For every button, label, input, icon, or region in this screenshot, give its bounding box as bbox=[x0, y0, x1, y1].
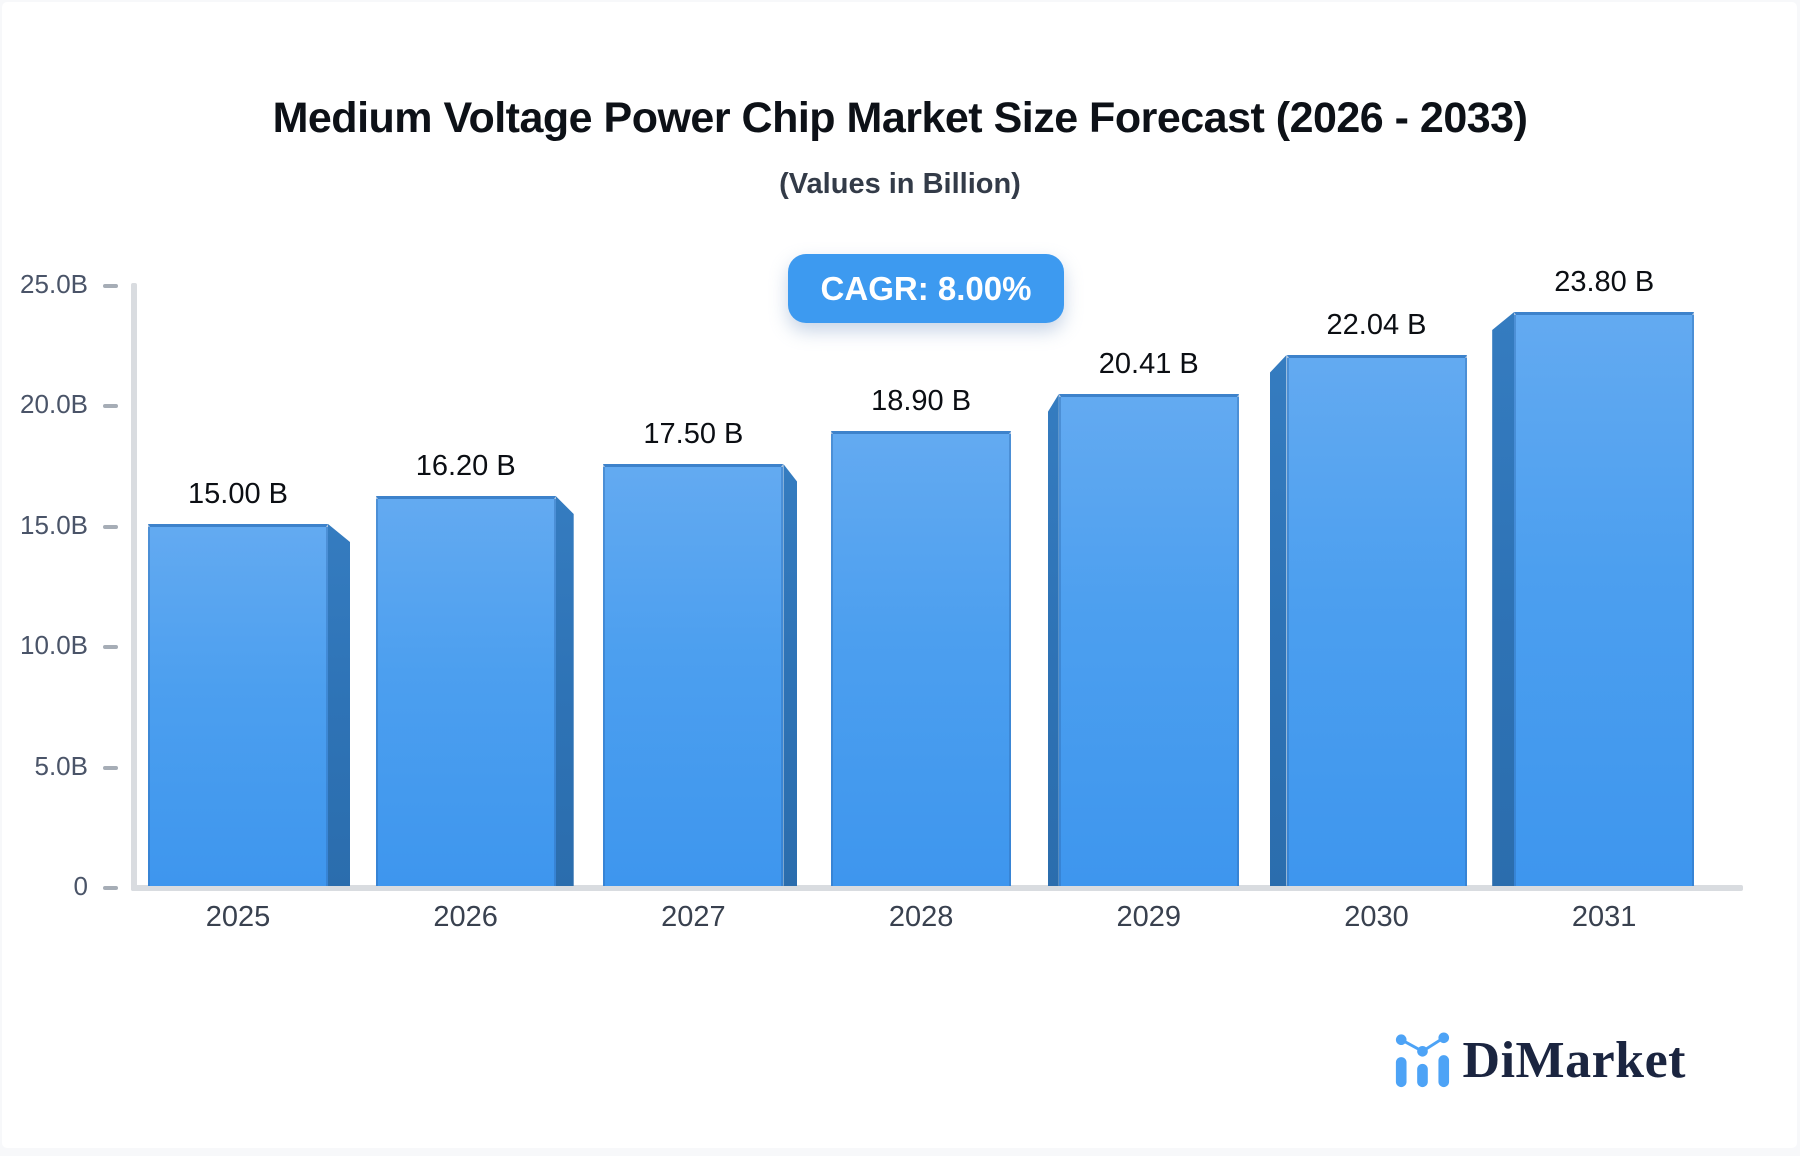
bar-3d-side-2030 bbox=[1269, 355, 1287, 886]
x-axis-category-label: 2029 bbox=[1116, 901, 1182, 933]
y-axis-tick-label: 20.0B bbox=[20, 389, 88, 419]
brand-name: DiMarket bbox=[1462, 1031, 1686, 1089]
bar-value-label: 20.41 B bbox=[1098, 348, 1199, 380]
bar-2031 bbox=[1514, 312, 1695, 886]
y-axis-tick-label: 15.0B bbox=[20, 510, 88, 540]
bar-3d-side-2027 bbox=[783, 464, 798, 886]
x-axis-category-label: 2028 bbox=[888, 901, 954, 933]
bar-3d-side-2031 bbox=[1492, 312, 1515, 886]
x-axis-category-label: 2026 bbox=[433, 901, 498, 933]
bar-3d-side-2025 bbox=[328, 524, 350, 886]
bar-value-label: 18.90 B bbox=[871, 385, 972, 417]
bar-value-label: 17.50 B bbox=[643, 418, 744, 450]
bar-2027 bbox=[603, 464, 784, 886]
y-axis-tick-label: 10.0B bbox=[20, 630, 88, 660]
y-axis-tick-mark bbox=[103, 404, 118, 408]
x-axis-category-label: 2030 bbox=[1344, 901, 1409, 933]
x-axis-category-label: 2027 bbox=[661, 901, 726, 933]
cagr-badge-label: CAGR: 8.00% bbox=[820, 269, 1032, 307]
y-axis-line bbox=[131, 283, 137, 891]
chart-title: Medium Voltage Power Chip Market Size Fo… bbox=[272, 94, 1528, 142]
y-axis-tick-mark bbox=[103, 886, 118, 890]
bar-2029 bbox=[1058, 394, 1239, 886]
y-axis-tick-mark bbox=[103, 284, 118, 288]
bar-2025 bbox=[148, 524, 328, 886]
y-axis-tick-mark bbox=[103, 525, 118, 529]
bar-2028 bbox=[831, 431, 1012, 886]
bar-value-label: 22.04 B bbox=[1326, 309, 1427, 341]
y-axis-tick-label: 0 bbox=[73, 871, 88, 901]
x-axis-category-label: 2025 bbox=[205, 901, 271, 933]
chart-subtitle: (Values in Billion) bbox=[779, 168, 1021, 200]
y-axis-tick-label: 5.0B bbox=[34, 751, 89, 781]
bar-value-label: 16.20 B bbox=[415, 450, 516, 482]
bar-value-label: 23.80 B bbox=[1554, 266, 1655, 298]
cagr-badge: CAGR: 8.00% bbox=[788, 254, 1064, 323]
bar-2030 bbox=[1286, 355, 1467, 886]
y-axis-tick-label: 25.0B bbox=[20, 269, 88, 299]
y-axis-tick-mark bbox=[103, 766, 118, 770]
bar-3d-side-2029 bbox=[1047, 394, 1059, 886]
bar-value-label: 15.00 B bbox=[188, 478, 288, 510]
x-axis-category-label: 2031 bbox=[1571, 901, 1637, 933]
bar-chart-logo-icon bbox=[1393, 1031, 1451, 1089]
y-axis-tick-mark bbox=[103, 645, 118, 649]
brand-logo: DiMarket bbox=[1393, 1028, 1686, 1092]
bar-2026 bbox=[375, 496, 556, 886]
x-axis-line bbox=[131, 885, 1743, 891]
bar-3d-side-2026 bbox=[555, 496, 574, 886]
